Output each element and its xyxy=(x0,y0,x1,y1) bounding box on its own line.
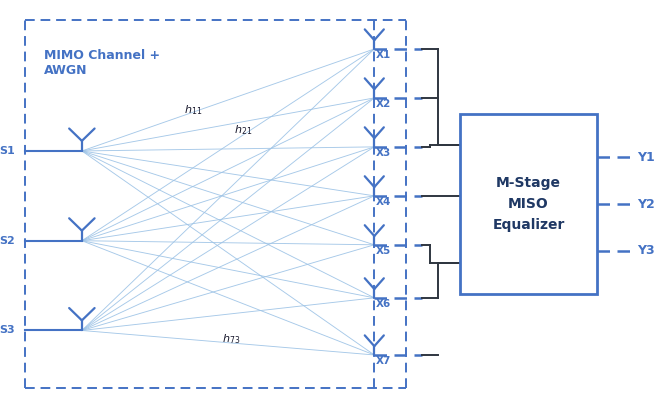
Text: Y3: Y3 xyxy=(637,244,655,257)
Text: X2: X2 xyxy=(376,99,391,109)
Text: X3: X3 xyxy=(376,148,391,158)
Text: X1: X1 xyxy=(376,50,391,60)
Text: X5: X5 xyxy=(376,246,391,256)
Text: S3: S3 xyxy=(0,326,15,335)
Text: MIMO Channel +
AWGN: MIMO Channel + AWGN xyxy=(43,49,160,77)
Text: $h_{73}$: $h_{73}$ xyxy=(222,332,240,346)
Text: M-Stage
MISO
Equalizer: M-Stage MISO Equalizer xyxy=(492,176,565,232)
Text: X6: X6 xyxy=(376,299,391,309)
Text: S1: S1 xyxy=(0,146,15,156)
Text: X4: X4 xyxy=(376,197,391,207)
Text: Y2: Y2 xyxy=(637,197,655,211)
Text: Y1: Y1 xyxy=(637,151,655,164)
Text: $h_{21}$: $h_{21}$ xyxy=(234,124,253,137)
Bar xyxy=(460,114,597,294)
Text: S2: S2 xyxy=(0,236,15,246)
Text: X7: X7 xyxy=(376,356,391,366)
Text: $h_{11}$: $h_{11}$ xyxy=(184,103,202,117)
